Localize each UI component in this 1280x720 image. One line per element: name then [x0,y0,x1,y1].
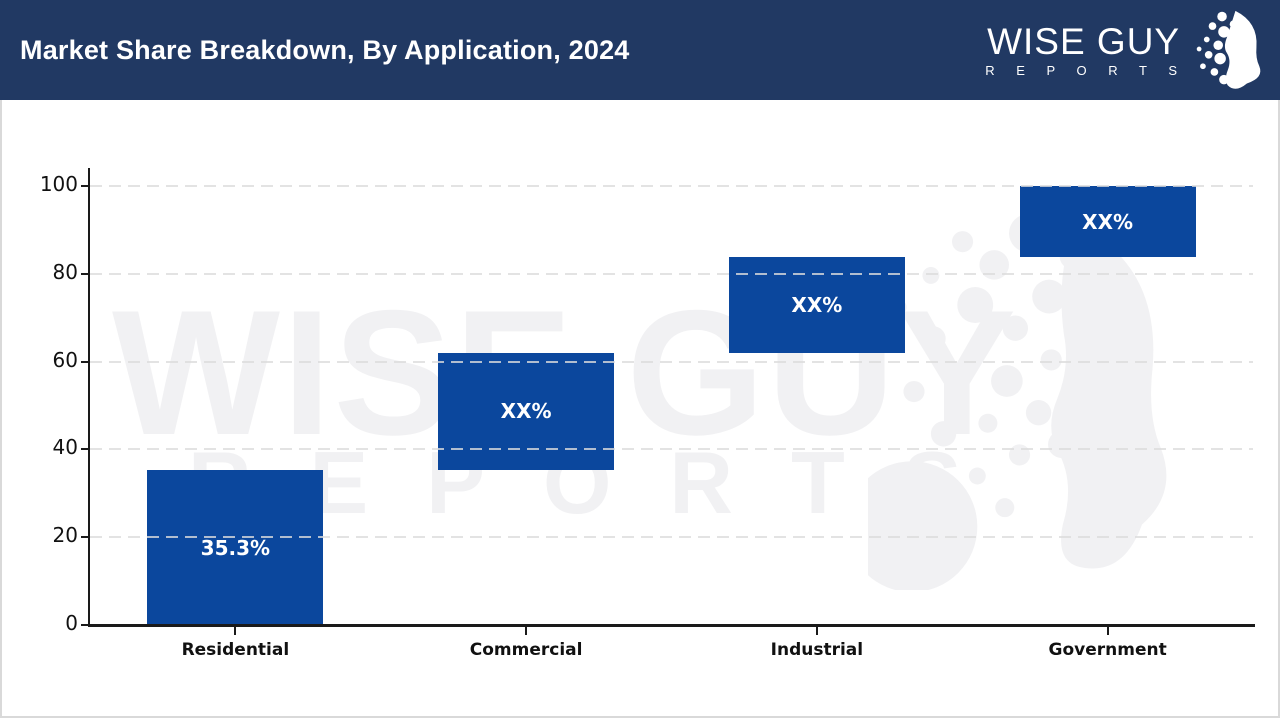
bar-segment-industrial: XX% [728,257,905,353]
x-category-label: Government [1048,640,1167,660]
brand-logo-text: WISE GUY R E P O R T S [981,23,1186,78]
bar-segment-commercial: XX% [438,352,615,471]
brand-head-icon [1196,10,1261,89]
bar-segment-government: XX% [1019,186,1196,258]
x-category-label: Industrial [770,640,864,660]
x-axis-tick [234,627,237,635]
y-axis-tick [81,448,89,451]
y-axis-line [88,168,90,627]
gridline [90,185,1253,187]
chart-title: Market Share Breakdown, By Application, … [20,34,630,65]
gridline [90,272,1253,275]
y-axis-tick [81,360,89,363]
bar-value-label: XX% [791,292,843,317]
y-axis-tick [81,272,89,275]
x-category-label: Commercial [469,640,583,660]
bar-value-label: XX% [500,399,552,424]
y-axis-tick [81,185,89,187]
x-category-label: Residential [181,640,290,660]
gridline [90,360,1253,363]
y-tick-label: 20 [52,523,78,548]
gridline [90,536,1253,539]
x-axis-tick [1106,627,1109,635]
x-axis-tick [525,627,528,635]
y-axis-tick [81,624,89,626]
y-tick-label: 60 [52,347,78,372]
y-tick-label: 0 [65,611,78,635]
watermark-head-graphic [868,214,1167,590]
bar-value-label: 35.3% [200,535,271,560]
y-tick-label: 40 [52,435,78,460]
brand-subtitle: R E P O R T S [985,62,1186,78]
x-axis-tick [815,627,818,635]
y-tick-label: 100 [39,172,78,196]
bar-segment-residential: 35.3% [147,470,324,625]
gridline [90,448,1253,451]
brand-name: WISE GUY [987,20,1181,62]
y-tick-label: 80 [52,259,78,284]
bar-value-label: XX% [1082,209,1134,234]
header-bar: Market Share Breakdown, By Application, … [0,0,1280,100]
brand-logo: WISE GUY R E P O R T S [981,7,1266,93]
x-axis-line [88,624,1255,627]
y-axis-tick [81,536,89,539]
